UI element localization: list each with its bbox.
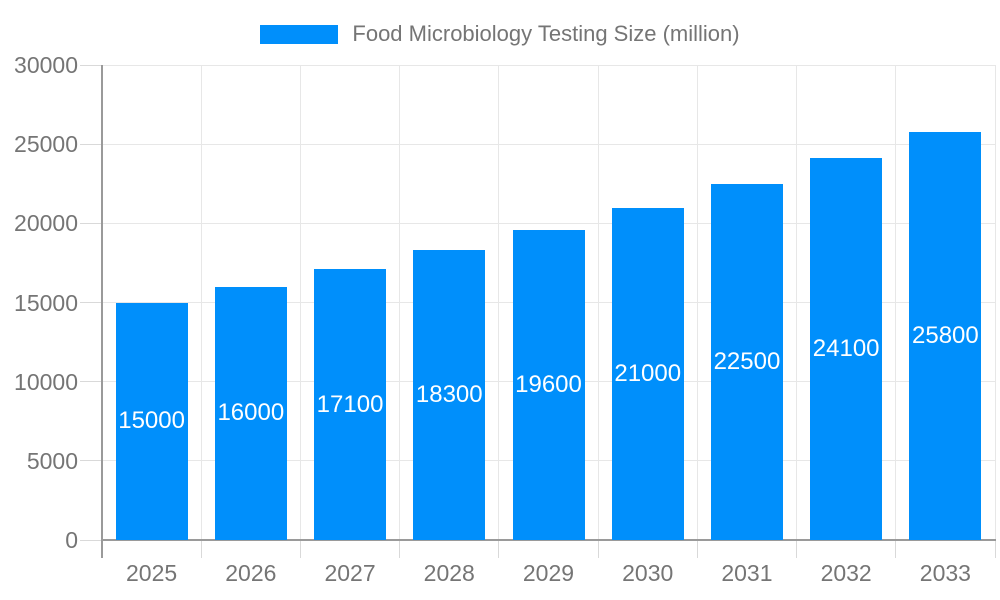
gridline-x — [796, 65, 798, 540]
x-axis-label: 2032 — [820, 560, 872, 586]
bar[interactable] — [413, 250, 486, 540]
y-axis-label: 5000 — [26, 447, 78, 474]
gridline-x — [200, 65, 202, 540]
y-axis-line — [101, 65, 103, 558]
bar-value-label: 21000 — [614, 359, 682, 387]
gridline-y — [102, 143, 995, 145]
bar[interactable] — [909, 131, 982, 540]
x-tick — [895, 540, 897, 558]
x-tick — [399, 540, 401, 558]
legend-item[interactable]: Food Microbiology Testing Size (million) — [0, 20, 1000, 48]
y-tick — [80, 143, 102, 145]
y-axis-label: 0 — [65, 527, 78, 553]
bar-value-label: 24100 — [812, 335, 880, 363]
bar-value-label: 17100 — [316, 390, 384, 418]
bar[interactable] — [710, 183, 783, 540]
x-tick — [597, 540, 599, 558]
gridline-x — [696, 65, 698, 540]
gridline-y — [102, 222, 995, 224]
y-axis-label: 10000 — [14, 368, 78, 395]
gridline-x — [597, 65, 599, 540]
x-tick — [994, 540, 996, 558]
x-axis-label: 2025 — [126, 560, 178, 586]
bar-value-label: 22500 — [713, 347, 781, 375]
x-axis-label: 2033 — [919, 560, 971, 586]
bar-value-label: 16000 — [217, 399, 285, 427]
x-axis-label: 2029 — [522, 560, 575, 586]
x-tick — [200, 540, 202, 558]
bar[interactable] — [512, 229, 585, 540]
gridline-x — [299, 65, 301, 540]
bar-value-label: 18300 — [415, 381, 483, 409]
legend-label: Food Microbiology Testing Size (million) — [352, 21, 740, 46]
y-axis-label: 20000 — [14, 210, 78, 237]
x-axis-line — [101, 539, 996, 541]
bar-value-label: 15000 — [118, 407, 185, 435]
y-tick — [80, 381, 102, 383]
y-tick — [80, 460, 102, 462]
bar-value-label: 19600 — [515, 370, 582, 398]
x-axis-label: 2030 — [622, 560, 674, 586]
bar[interactable] — [810, 158, 883, 540]
gridline-x — [399, 65, 401, 540]
y-tick — [80, 539, 102, 541]
y-tick — [80, 222, 102, 224]
x-axis-label: 2026 — [225, 560, 277, 586]
x-tick — [696, 540, 698, 558]
x-axis-label: 2031 — [721, 560, 773, 586]
y-axis-label: 25000 — [14, 131, 78, 158]
y-axis-label: 15000 — [14, 289, 78, 316]
bar-value-label: 25800 — [912, 321, 979, 349]
x-axis-label: 2028 — [423, 560, 475, 586]
gridline-y — [102, 64, 995, 66]
y-axis-label: 30000 — [14, 52, 78, 78]
x-axis-label: 2027 — [324, 560, 376, 586]
x-tick — [796, 540, 798, 558]
gridline-x — [895, 65, 897, 540]
bar[interactable] — [611, 207, 684, 540]
bar[interactable] — [214, 286, 287, 540]
y-tick — [80, 302, 102, 303]
bar[interactable] — [115, 302, 188, 540]
bar[interactable] — [314, 269, 387, 540]
x-tick — [299, 540, 301, 558]
gridline-x — [498, 65, 500, 540]
y-tick — [80, 64, 102, 66]
gridline-x — [994, 65, 996, 540]
x-tick — [498, 540, 500, 558]
legend-swatch — [260, 24, 339, 44]
